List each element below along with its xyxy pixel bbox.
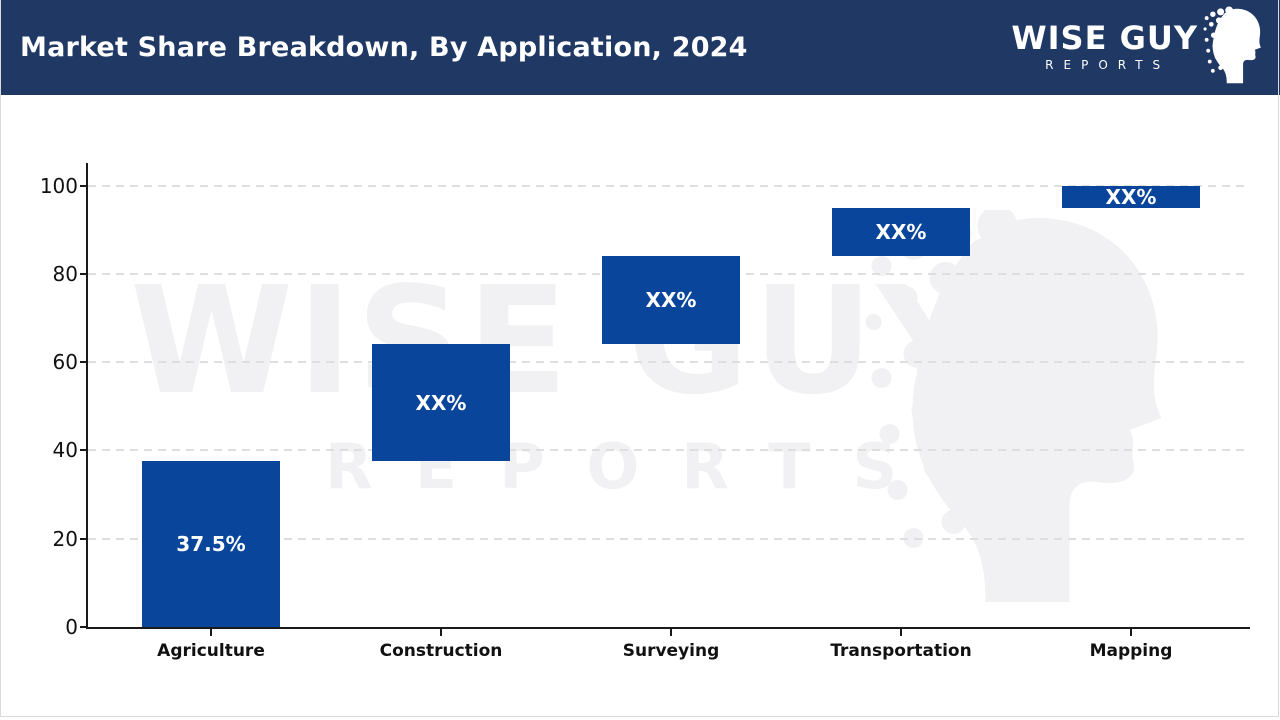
bar-label-agriculture: 37.5%	[176, 532, 246, 557]
logo-title-text: WISE GUY	[1011, 19, 1198, 57]
y-tick-80	[80, 272, 88, 275]
y-tick-label-80: 80	[52, 261, 78, 286]
chart-canvas: WISE GUY REPORTS 0 20 40 60 80 100 37.5% Agricu…	[0, 95, 1280, 720]
y-tick-100	[80, 184, 88, 187]
category-label-construction: Construction	[379, 641, 503, 661]
bar-label-transportation: XX%	[875, 219, 927, 244]
watermark-wordmark: WISE GUY	[130, 255, 989, 427]
bar-transportation	[832, 207, 970, 257]
bar-agriculture	[142, 461, 280, 627]
category-label-transportation: Transportation	[830, 641, 972, 661]
category-label-surveying: Surveying	[622, 641, 720, 661]
x-tick-surveying	[670, 629, 672, 636]
x-axis	[86, 627, 1250, 629]
x-tick-transportation	[900, 629, 902, 636]
x-tick-construction	[440, 629, 442, 636]
logo-subtitle-text: REPORTS	[1045, 58, 1171, 72]
category-label-mapping: Mapping	[1089, 641, 1173, 661]
chart-title: Market Share Breakdown, By Application, …	[20, 32, 748, 63]
y-tick-0	[80, 626, 88, 628]
category-label-agriculture: Agriculture	[157, 641, 265, 661]
y-tick-label-60: 60	[52, 350, 78, 375]
y-tick-60	[80, 361, 88, 364]
wise-guy-head-icon	[1203, 6, 1261, 84]
gridline-100	[88, 184, 1250, 187]
x-tick-agriculture	[210, 629, 212, 636]
bar-label-surveying: XX%	[645, 288, 697, 313]
y-tick-label-0: 0	[65, 615, 78, 639]
gridline-20	[88, 537, 1250, 540]
bar-label-construction: XX%	[415, 390, 467, 415]
y-tick-40	[80, 449, 88, 452]
y-tick-label-100: 100	[39, 173, 78, 198]
y-tick-label-40: 40	[52, 438, 78, 463]
wise-guy-logo: WISE GUY REPORTS	[1011, 6, 1264, 86]
y-axis	[86, 163, 88, 629]
logo-wordmark: WISE GUY REPORTS	[1011, 20, 1198, 72]
gridline-60	[88, 361, 1250, 364]
bar-construction	[372, 344, 510, 462]
gridline-40	[88, 449, 1250, 452]
y-tick-20	[80, 537, 88, 540]
bar-surveying	[602, 256, 740, 345]
bar-label-mapping: XX%	[1105, 184, 1157, 209]
y-tick-label-20: 20	[52, 526, 78, 551]
x-tick-mapping	[1130, 629, 1132, 636]
header-bar: Market Share Breakdown, By Application, …	[0, 0, 1280, 95]
bar-mapping	[1062, 185, 1200, 208]
